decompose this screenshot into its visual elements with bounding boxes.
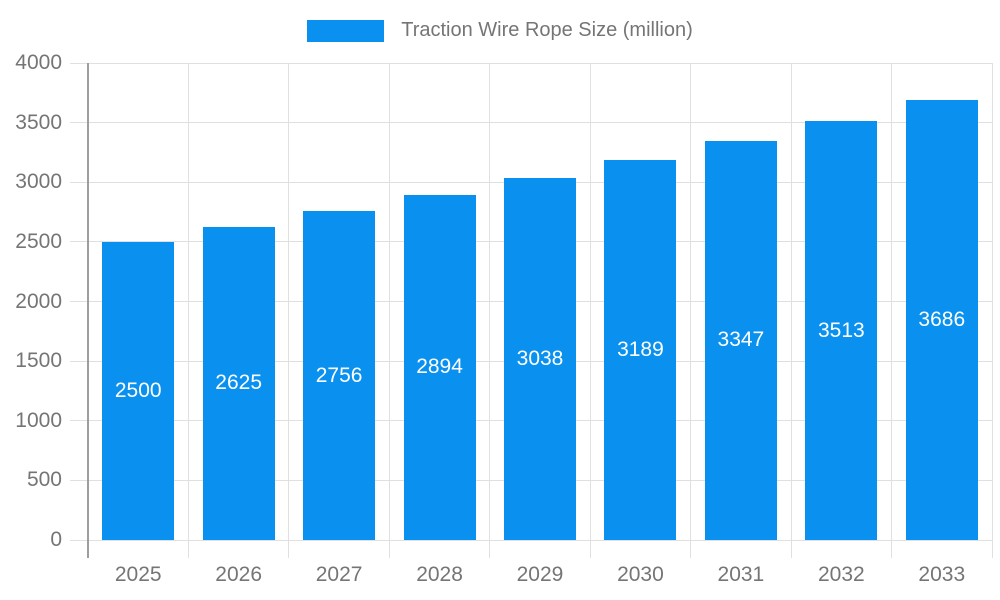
- bar[interactable]: 3038: [504, 177, 576, 540]
- bar[interactable]: 3189: [604, 159, 677, 540]
- gridline-vertical: [288, 63, 290, 558]
- bar-value-label: 2500: [114, 378, 162, 402]
- bar[interactable]: 2500: [102, 241, 175, 540]
- bar-value-label: 3513: [817, 318, 865, 342]
- bar-value-label: 2894: [416, 355, 463, 379]
- x-tick-label: 2025: [114, 563, 162, 586]
- x-tick-label: 2028: [416, 563, 463, 586]
- bar[interactable]: 3686: [905, 100, 978, 540]
- bar-value-label: 3347: [717, 328, 765, 352]
- bar-value-label: 3038: [516, 346, 564, 370]
- bar[interactable]: 3513: [805, 121, 878, 540]
- gridline-horizontal: [70, 539, 992, 541]
- bar-value-label: 2756: [315, 363, 363, 387]
- gridline-vertical: [187, 63, 189, 558]
- gridline-horizontal: [70, 62, 992, 64]
- x-tick-label: 2029: [516, 563, 564, 586]
- x-axis-labels: 2025 2026 2027 2028 2029 2030 2031 2032 2033: [88, 560, 992, 596]
- y-tick-label: 500: [26, 468, 62, 492]
- gridline-vertical: [790, 63, 792, 558]
- gridline-horizontal: [70, 122, 992, 124]
- y-tick-label: 3000: [15, 170, 62, 194]
- plot-area: 2500 2625 2756 2894 3038 3189 3347 3513 3686: [70, 62, 993, 558]
- y-tick-label: 2500: [15, 229, 62, 253]
- gridline-vertical: [891, 63, 893, 558]
- y-axis-labels: 0 500 1000 1500 2000 2500 3000 3500 4000: [0, 51, 88, 551]
- chart-legend[interactable]: Traction Wire Rope Size (million): [0, 19, 1000, 42]
- x-tick-label: 2030: [617, 563, 664, 586]
- legend-swatch: [307, 19, 385, 42]
- bar[interactable]: 2625: [202, 226, 275, 540]
- y-tick-label: 1000: [15, 408, 62, 432]
- gridline-vertical: [589, 63, 591, 558]
- y-axis-line: [87, 63, 89, 558]
- bar-value-label: 3189: [617, 337, 664, 361]
- x-tick-label: 2027: [315, 563, 363, 586]
- gridline-vertical: [690, 63, 692, 558]
- y-tick-label: 0: [50, 528, 62, 551]
- legend-label: Traction Wire Rope Size (million): [401, 19, 693, 41]
- x-tick-label: 2031: [717, 563, 765, 586]
- gridline-vertical: [388, 63, 390, 558]
- x-tick-label: 2032: [817, 563, 865, 586]
- bar[interactable]: 2756: [303, 211, 376, 540]
- gridline-vertical: [991, 63, 993, 558]
- y-tick-label: 3500: [15, 110, 62, 134]
- y-tick-label: 2000: [15, 289, 62, 313]
- bar-value-label: 2625: [215, 371, 263, 395]
- x-tick-label: 2033: [918, 563, 966, 586]
- bar-value-label: 3686: [918, 308, 966, 332]
- gridline-vertical: [489, 63, 491, 558]
- y-tick-label: 1500: [15, 349, 62, 373]
- bar[interactable]: 3347: [704, 140, 777, 540]
- y-tick-label: 4000: [15, 51, 62, 74]
- x-tick-label: 2026: [215, 563, 263, 586]
- bar[interactable]: 2894: [403, 194, 476, 540]
